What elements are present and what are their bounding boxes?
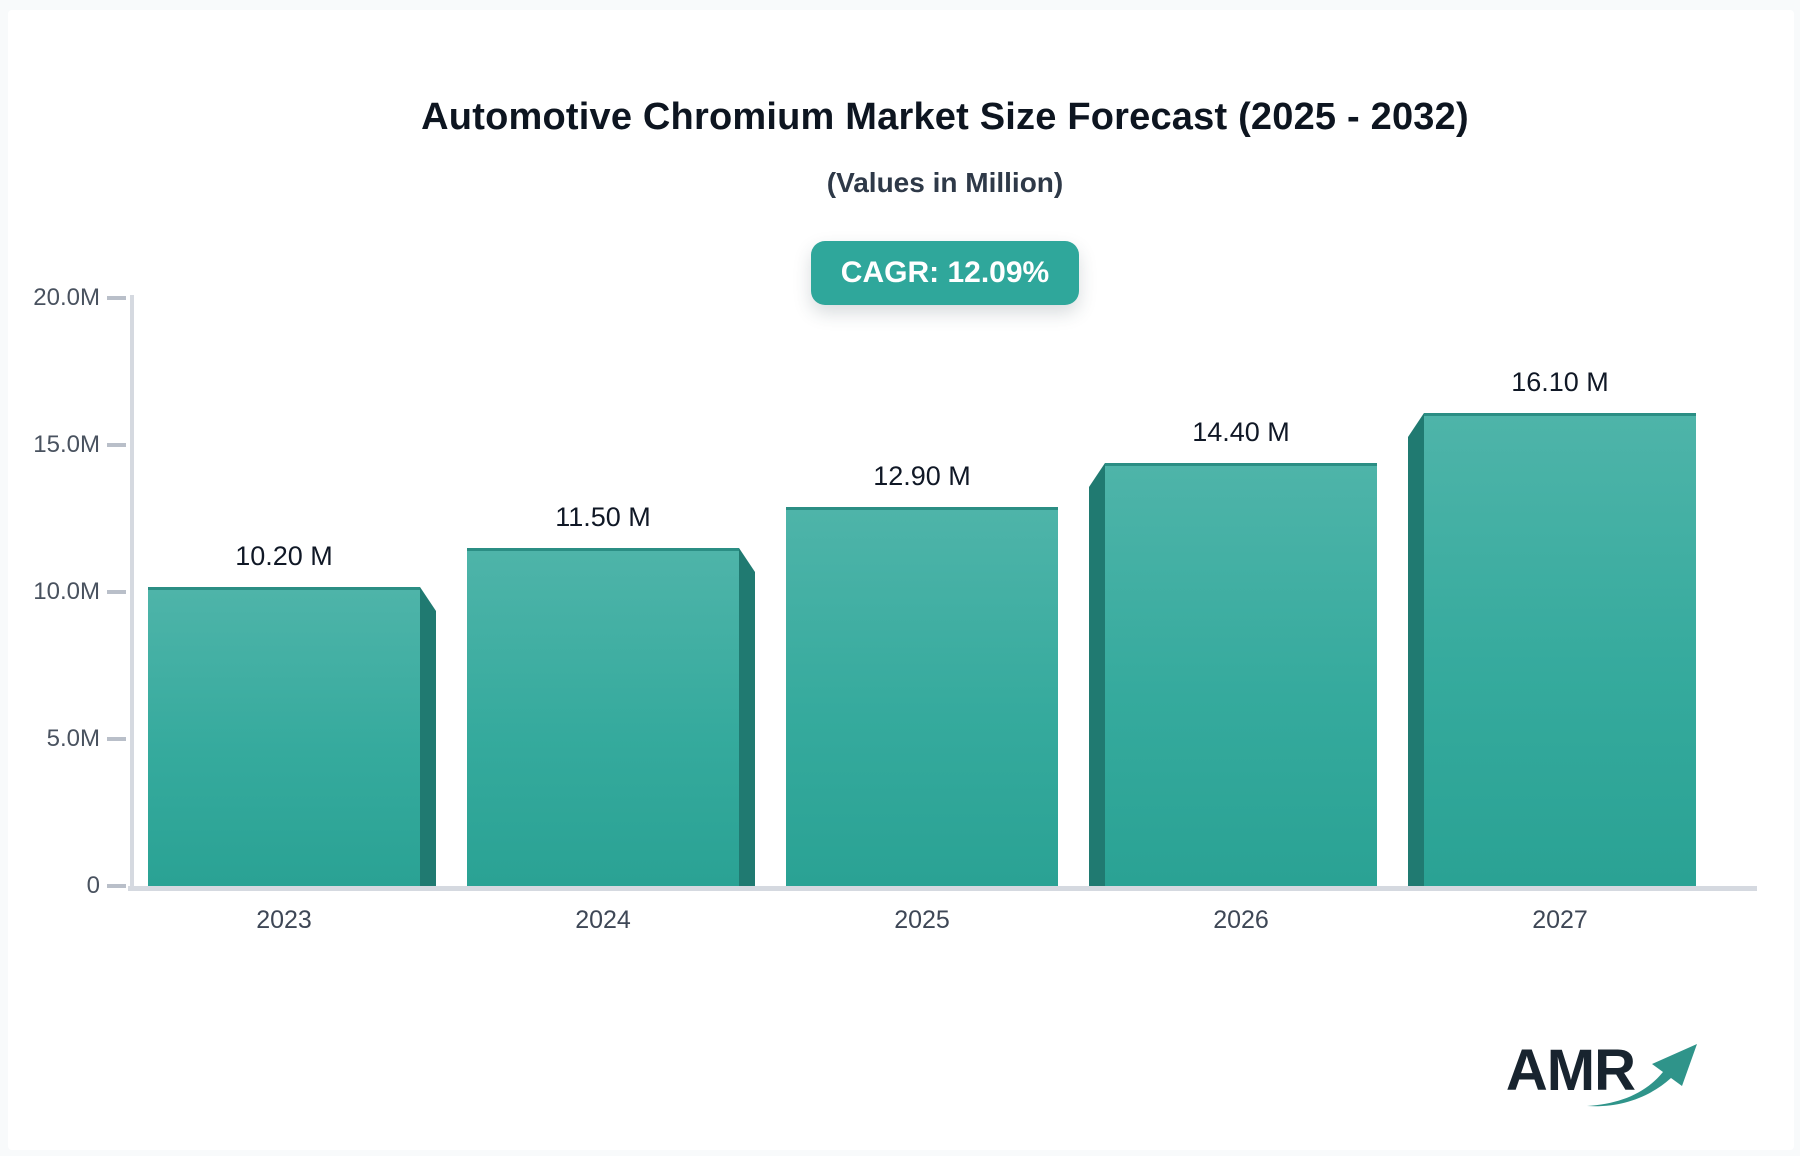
y-axis-tick-mark [107, 737, 126, 741]
x-axis-category-label: 2025 [894, 906, 950, 934]
bar-3d-side [1089, 463, 1105, 887]
bar-value-label: 16.10 M [1511, 367, 1609, 397]
bar-value-label: 12.90 M [873, 461, 971, 491]
y-axis-tick-label: 5.0M [46, 725, 100, 752]
growth-arrow-icon [1587, 1044, 1697, 1107]
bar [1424, 413, 1696, 887]
y-axis-tick-mark [107, 296, 126, 300]
bar-value-label: 11.50 M [555, 502, 651, 532]
y-axis-tick-label: 20.0M [33, 284, 100, 311]
bar-3d-side [1408, 413, 1424, 887]
y-axis-tick-mark [107, 590, 126, 594]
bar-3d-side [739, 548, 755, 887]
y-axis-tick-label: 15.0M [33, 431, 100, 458]
chart-subtitle: (Values in Million) [826, 167, 1064, 198]
bar-3d-side [420, 587, 436, 887]
bar [467, 548, 739, 887]
y-axis-line [130, 295, 134, 891]
bar-value-label: 10.20 M [235, 541, 333, 571]
x-axis-category-label: 2026 [1213, 906, 1269, 934]
y-axis-tick-mark [107, 884, 126, 888]
bar [148, 587, 420, 887]
x-axis-category-label: 2027 [1532, 906, 1588, 934]
bar-value-label: 14.40 M [1192, 417, 1290, 447]
amr-logo-text: AMR [1505, 1038, 1636, 1103]
y-axis-tick-label: 0 [86, 872, 100, 899]
chart-title: Automotive Chromium Market Size Forecast… [421, 96, 1469, 138]
chart-header: Automotive Chromium Market Size Forecast… [134, 96, 1756, 305]
amr-logo: AMR [1505, 1028, 1703, 1107]
y-axis-tick-label: 10.0M [33, 578, 100, 605]
bar [786, 507, 1058, 887]
x-axis-baseline [128, 886, 1757, 891]
cagr-badge: CAGR: 12.09% [810, 241, 1080, 305]
x-axis-category-label: 2024 [575, 906, 631, 934]
bar [1105, 463, 1377, 887]
y-axis-tick-mark [107, 443, 126, 447]
x-axis-category-label: 2023 [256, 906, 312, 934]
